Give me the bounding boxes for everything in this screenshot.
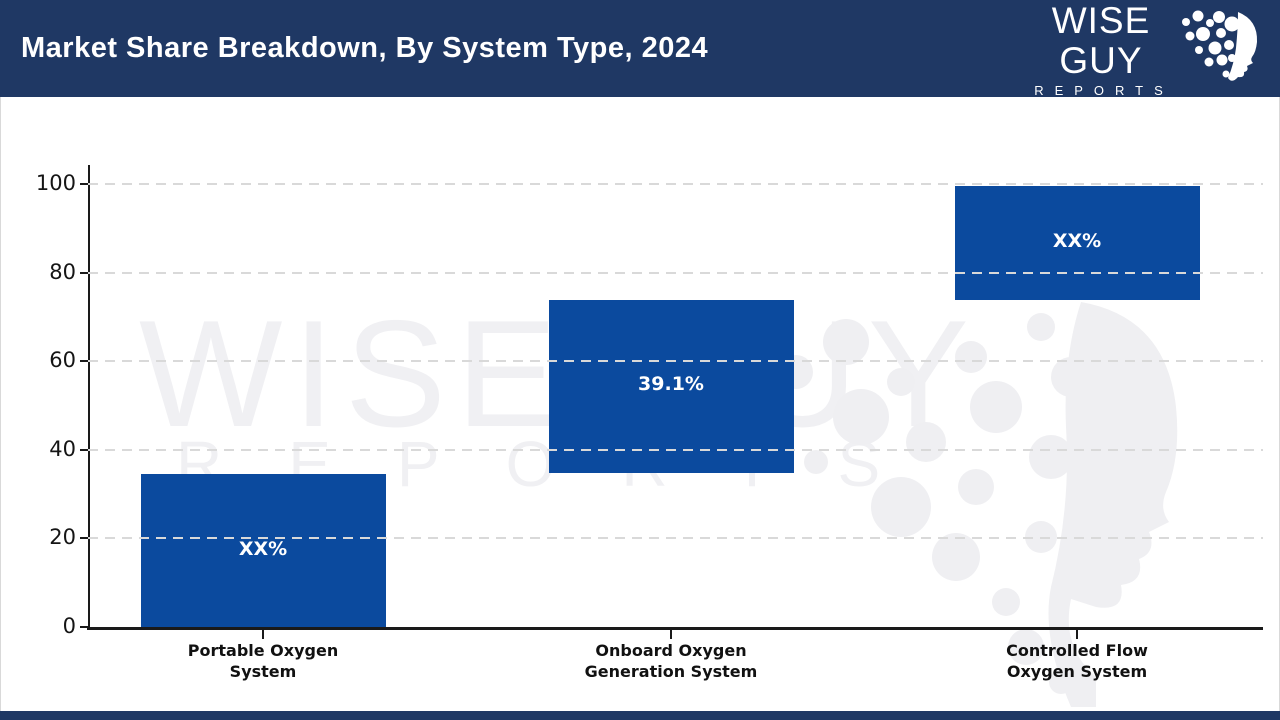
y-tick-label: 40 — [49, 436, 76, 461]
bar — [548, 299, 794, 473]
y-tick-label: 60 — [49, 348, 76, 373]
y-gridline — [88, 537, 1263, 540]
bar — [140, 474, 386, 627]
y-tick-label: 20 — [49, 525, 76, 550]
bar-value-label: XX% — [238, 537, 288, 560]
wiseguy-logo-text: WISE GUY REPORTS — [1012, 0, 1190, 98]
logo-head-icon — [1182, 10, 1258, 81]
x-category-label: Onboard Oxygen Generation System — [584, 641, 758, 681]
x-tick-mark — [670, 630, 672, 639]
x-category-label: Controlled Flow Oxygen System — [1006, 641, 1148, 681]
header-bar: Market Share Breakdown, By System Type, … — [0, 0, 1280, 98]
y-axis-line — [88, 165, 90, 629]
page-title: Market Share Breakdown, By System Type, … — [21, 32, 709, 64]
logo-subtitle: REPORTS — [1034, 82, 1174, 98]
x-tick-mark — [1076, 630, 1078, 639]
x-axis-line — [87, 627, 1263, 630]
y-tick-mark — [80, 626, 88, 628]
y-tick-label: 80 — [49, 259, 76, 284]
y-gridline — [88, 360, 1263, 363]
x-category-label: Portable Oxygen System — [187, 641, 339, 681]
y-tick-label: 100 — [35, 171, 76, 195]
y-gridline — [88, 271, 1263, 274]
wiseguy-logo: WISE GUY REPORTS — [1012, 0, 1262, 98]
plot-area: 0 20 40 60 80 100 XX% Portable Oxygen System 39.… — [35, 165, 1263, 681]
y-tick-mark — [80, 183, 88, 185]
x-tick-mark — [262, 630, 264, 639]
y-tick-mark — [80, 537, 88, 540]
y-gridline — [88, 448, 1263, 451]
watermark-head-icon — [779, 302, 1178, 707]
y-tick-label: 0 — [62, 614, 76, 638]
bar-value-label: XX% — [1052, 229, 1102, 252]
footer-accent-bar — [0, 711, 1280, 720]
bar-value-label: 39.1% — [638, 373, 704, 396]
bar — [954, 186, 1200, 300]
y-gridline — [88, 183, 1263, 185]
y-tick-mark — [80, 271, 88, 274]
y-tick-mark — [80, 448, 88, 451]
logo-wordmark: WISE GUY — [1051, 0, 1151, 81]
y-tick-mark — [80, 360, 88, 363]
